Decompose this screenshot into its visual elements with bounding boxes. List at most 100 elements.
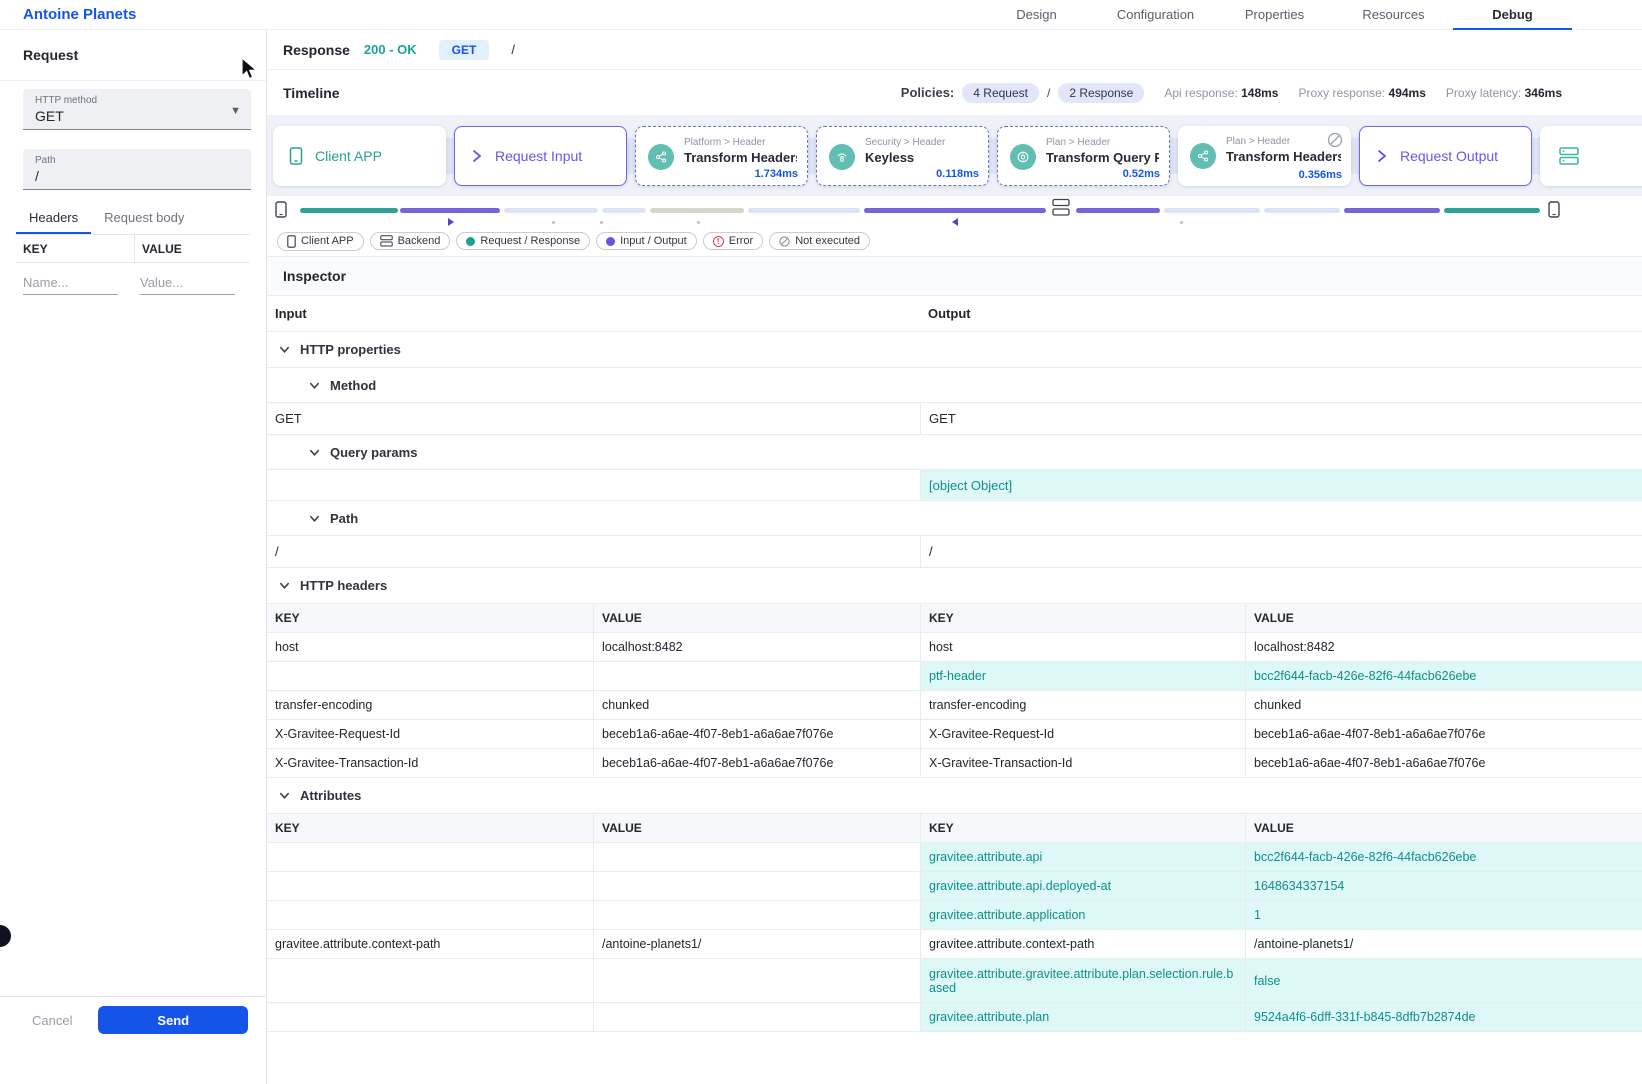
table-row: X-Gravitee-Transaction-Id beceb1a6-a6ae-… <box>267 749 1642 778</box>
http-method-value: GET <box>35 108 64 124</box>
timeline-title: Timeline <box>283 84 340 101</box>
timeline-track <box>267 196 1642 226</box>
policy-category: Platform > Header <box>684 136 766 148</box>
policy-icon <box>1190 142 1216 169</box>
section-method[interactable]: Method <box>267 368 1642 403</box>
table-row: gravitee.attribute.gravitee.attribute.pl… <box>267 959 1642 1003</box>
table-row: gravitee.attribute.plan 9524a4f6-6dff-33… <box>267 1003 1642 1032</box>
path-output-cell: / <box>920 536 1642 567</box>
tab-debug[interactable]: Debug <box>1453 0 1572 30</box>
timeline-connector <box>627 137 635 174</box>
tab-design[interactable]: Design <box>1016 7 1057 22</box>
legend-request-response: Request / Response <box>456 232 591 250</box>
chevron-down-icon: ▼ <box>230 105 241 117</box>
section-http-properties[interactable]: HTTP properties <box>267 332 1642 368</box>
path-field[interactable]: Path / <box>23 149 251 190</box>
policy-category: Plan > Header <box>1046 136 1111 148</box>
policy-category: Plan > Header <box>1226 135 1291 147</box>
track-marker-dot <box>552 221 555 224</box>
table-row: X-Gravitee-Request-Id beceb1a6-a6ae-4f07… <box>267 720 1642 749</box>
track-segment <box>504 208 598 213</box>
request-policies-badge: 4 Request <box>962 82 1039 103</box>
http-method-select[interactable]: HTTP method GET ▼ <box>23 89 251 130</box>
section-attributes[interactable]: Attributes <box>267 778 1642 814</box>
chevron-right-icon <box>473 149 482 162</box>
policy-name: Transform Headers <box>1226 148 1341 164</box>
policy-card-keyless[interactable]: Security > Header Keyless 0.118ms <box>816 125 989 186</box>
top-bar: Antoine Planets Design Configuration Pro… <box>0 0 1642 30</box>
section-http-headers[interactable]: HTTP headers <box>267 568 1642 604</box>
track-segment <box>1264 208 1340 213</box>
tab-request-body[interactable]: Request body <box>104 210 185 225</box>
chevron-down-icon <box>279 792 290 800</box>
timeline-cards: Client APP Request Input Platform > Head… <box>267 115 1642 196</box>
track-segment-request-response <box>1444 208 1540 213</box>
phone-icon <box>275 201 287 218</box>
backend-icon <box>1052 198 1070 217</box>
header-value-input[interactable] <box>140 273 235 295</box>
request-headers-table: KEY VALUE <box>16 234 250 295</box>
tab-headers[interactable]: Headers <box>16 210 92 234</box>
policy-card-transform-headers-plan[interactable]: Plan > Header Transform Headers 0.356ms <box>1178 125 1351 186</box>
policy-duration: 1.734ms <box>754 167 798 180</box>
timeline-connector <box>1532 137 1540 174</box>
legend-backend: Backend <box>369 232 451 250</box>
inspector-io-header: Input Output <box>267 296 1642 332</box>
chevron-right-icon <box>1378 149 1387 162</box>
request-tabs: Headers Request body <box>16 210 266 234</box>
method-output-cell: GET <box>920 403 1642 434</box>
cancel-button[interactable]: Cancel <box>18 1007 86 1034</box>
chevron-down-icon <box>309 382 320 389</box>
tab-configuration[interactable]: Configuration <box>1116 7 1195 22</box>
table-row: gravitee.attribute.application 1 <box>267 901 1642 930</box>
policy-card-transform-headers-platform[interactable]: Platform > Header Transform Headers 1.73… <box>635 125 808 186</box>
policy-duration: 0.356ms <box>1298 168 1342 181</box>
track-segment <box>1164 208 1260 213</box>
track-marker-dot <box>600 221 603 224</box>
request-input-card[interactable]: Request Input <box>454 125 627 186</box>
track-segment-request-response <box>300 208 398 213</box>
proxy-latency-metric: Proxy latency: 346ms <box>1445 85 1562 100</box>
client-app-card[interactable]: Client APP <box>273 125 446 186</box>
tab-resources[interactable]: Resources <box>1362 7 1425 22</box>
timeline-header: Timeline Policies: 4 Request / 2 Respons… <box>267 70 1642 115</box>
policy-icon <box>648 143 674 170</box>
policy-name: Keyless <box>865 149 915 165</box>
chevron-down-icon <box>279 346 290 354</box>
track-marker-forward[interactable] <box>448 218 454 226</box>
section-query-params[interactable]: Query params <box>267 435 1642 470</box>
section-path[interactable]: Path <box>267 501 1642 536</box>
phone-icon <box>287 234 296 248</box>
send-button[interactable]: Send <box>98 1006 248 1034</box>
request-output-label: Request Output <box>1400 147 1499 164</box>
path-input-cell: / <box>275 544 279 559</box>
header-name-input[interactable] <box>23 273 118 295</box>
method-row: GET GET <box>267 403 1642 435</box>
backend-card[interactable] <box>1540 125 1642 186</box>
policy-name: Transform Headers <box>684 149 797 165</box>
table-row: host localhost:8482 host localhost:8482 <box>267 633 1642 662</box>
http-method-label: HTTP method <box>35 95 98 106</box>
policy-duration: 0.118ms <box>936 167 979 180</box>
chevron-down-icon <box>309 449 320 456</box>
query-params-output-cell: [object Object] <box>920 470 1642 500</box>
track-segment-input-output <box>1076 208 1160 213</box>
policy-card-transform-query-params[interactable]: Plan > Header Transform Query Para... 0.… <box>997 125 1170 186</box>
phone-icon <box>1548 201 1560 218</box>
error-icon: ! <box>712 235 724 247</box>
legend-not-executed: Not executed <box>769 232 871 250</box>
tab-properties[interactable]: Properties <box>1244 7 1305 22</box>
response-method-badge: GET <box>438 39 490 60</box>
policies-label: Policies: <box>900 85 955 100</box>
api-response-metric: Api response: 148ms <box>1164 85 1279 100</box>
attributes-column-header: KEY VALUE KEY VALUE <box>267 814 1642 843</box>
track-marker-backward[interactable] <box>952 218 958 226</box>
policy-category: Security > Header <box>865 136 946 148</box>
purple-dot-icon <box>606 236 616 246</box>
path-label: Path <box>35 155 56 166</box>
method-input-cell: GET <box>275 411 302 426</box>
request-output-card[interactable]: Request Output <box>1359 125 1532 186</box>
chat-bubble[interactable] <box>0 925 11 947</box>
path-value: / <box>35 168 39 184</box>
